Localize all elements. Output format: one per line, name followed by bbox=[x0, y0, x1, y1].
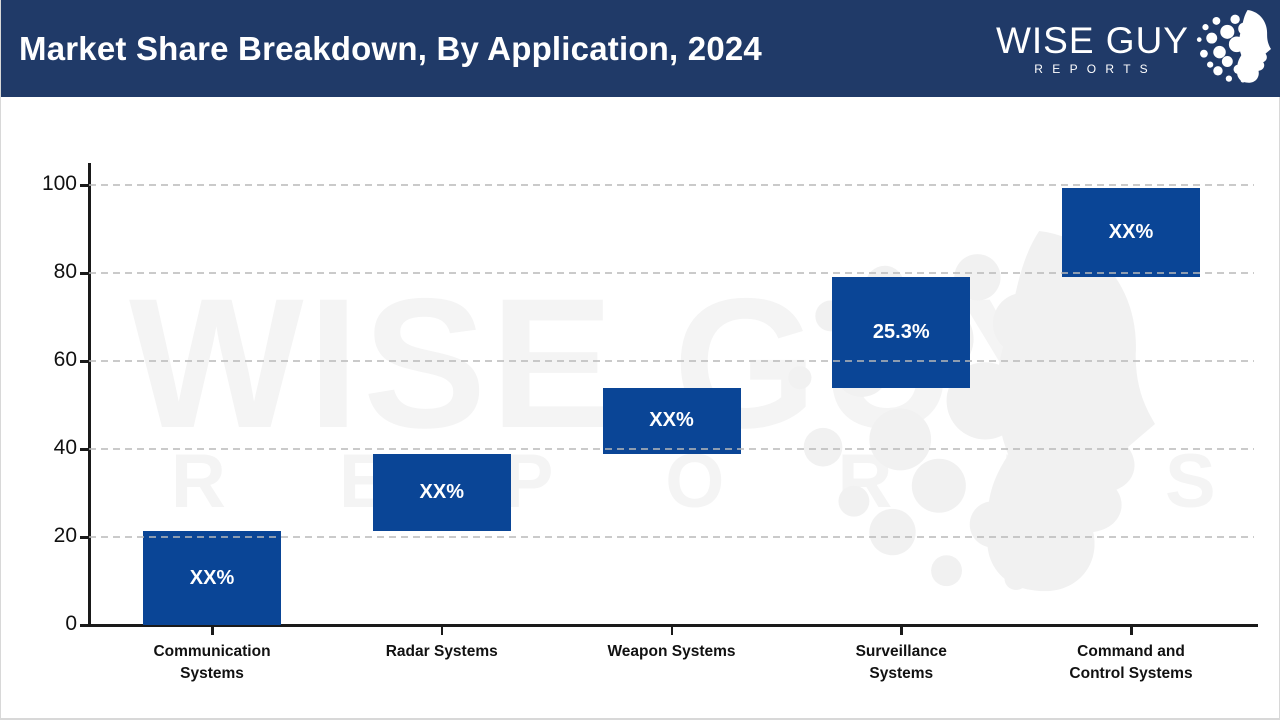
gridline-80 bbox=[89, 272, 1254, 274]
bar-segment: XX% bbox=[602, 387, 741, 454]
y-tick-label-20: 20 bbox=[53, 524, 77, 547]
page-title: Market Share Breakdown, By Application, … bbox=[19, 29, 762, 67]
bar-segment: XX% bbox=[1062, 188, 1200, 277]
y-axis-line bbox=[88, 163, 91, 627]
wise-guy-logo: WISE GUY R E P O R T S bbox=[996, 0, 1271, 97]
y-tick-100 bbox=[80, 184, 89, 187]
gridline-60 bbox=[89, 360, 1254, 362]
logo-brand-text: WISE GUY bbox=[995, 19, 1189, 61]
category-label: Weapon Systems bbox=[607, 643, 736, 660]
x-axis-line bbox=[86, 624, 1258, 627]
y-tick-label-0: 0 bbox=[65, 612, 77, 635]
bar-segment: XX% bbox=[372, 453, 511, 532]
bar-segment: 25.3% bbox=[832, 276, 971, 388]
bar-value-label: XX% bbox=[419, 481, 464, 504]
y-tick-20 bbox=[80, 536, 89, 539]
y-tick-label-80: 80 bbox=[53, 260, 77, 283]
gridline-100 bbox=[89, 184, 1254, 186]
bar-value-label: XX% bbox=[1108, 220, 1154, 243]
y-tick-40 bbox=[80, 448, 89, 451]
y-tick-80 bbox=[80, 272, 89, 275]
gridline-40 bbox=[89, 448, 1254, 450]
y-tick-60 bbox=[80, 360, 89, 363]
y-tick-label-60: 60 bbox=[53, 348, 77, 371]
x-tick-1 bbox=[440, 627, 444, 635]
bar-value-label: XX% bbox=[649, 409, 694, 432]
gridline-20 bbox=[89, 536, 1254, 538]
category-label: Radar Systems bbox=[385, 643, 498, 660]
x-tick-2 bbox=[670, 627, 673, 635]
category-label: Command and Control Systems bbox=[1069, 643, 1193, 682]
x-tick-0 bbox=[211, 627, 214, 635]
logo-head-icon bbox=[1196, 9, 1271, 83]
logo-text: WISE GUY R E P O R T S bbox=[996, 22, 1189, 76]
y-tick-label-40: 40 bbox=[53, 436, 77, 459]
header-bar: Market Share Breakdown, By Application, … bbox=[1, 0, 1280, 97]
category-label: Surveillance Systems bbox=[855, 643, 947, 682]
bar-value-label: 25.3% bbox=[872, 320, 930, 343]
logo-reports-text: R E P O R T S bbox=[1034, 61, 1151, 76]
category-label: Communication Systems bbox=[153, 643, 271, 682]
x-tick-3 bbox=[900, 627, 903, 635]
x-tick-4 bbox=[1130, 627, 1133, 635]
y-tick-0 bbox=[80, 624, 89, 627]
bar-value-label: XX% bbox=[189, 566, 235, 589]
bar-segment: XX% bbox=[143, 531, 281, 625]
y-tick-label-100: 100 bbox=[41, 172, 77, 195]
